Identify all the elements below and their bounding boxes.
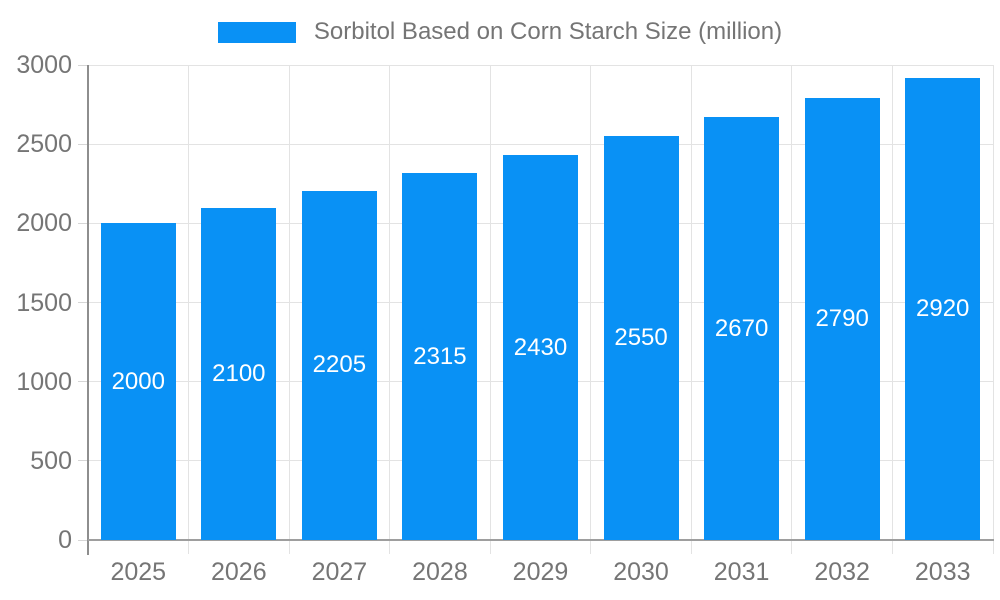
x-tick-label-2025: 2025 [110, 558, 167, 586]
chart-legend[interactable]: Sorbitol Based on Corn Starch Size (mill… [0, 18, 1000, 46]
y-tick [78, 302, 88, 303]
x-axis-line [88, 539, 994, 541]
y-tick-label: 0 [58, 526, 72, 554]
y-tick-label: 2500 [16, 130, 72, 159]
x-gridline [590, 65, 592, 554]
y-gridline [88, 143, 993, 145]
bar-2026[interactable]: 2100 [201, 207, 277, 540]
x-gridline [690, 65, 692, 554]
bar-2031[interactable]: 2670 [704, 117, 780, 540]
x-tick-label-2033: 2033 [914, 558, 971, 586]
bar-value-label: 2920 [916, 294, 970, 322]
bar-value-label: 2100 [212, 359, 266, 387]
legend-swatch [217, 21, 296, 43]
y-tick-label: 3000 [16, 51, 72, 79]
bar-value-label: 2315 [413, 342, 467, 370]
x-tick-label-2031: 2031 [713, 558, 770, 586]
y-tick [78, 381, 88, 383]
x-gridline [791, 65, 793, 554]
y-tick [78, 539, 88, 541]
bar-value-label: 2000 [111, 367, 165, 395]
bar-2028[interactable]: 2315 [402, 173, 478, 540]
x-tick-label-2028: 2028 [412, 558, 468, 586]
bar-2032[interactable]: 2790 [804, 98, 880, 540]
bar-2027[interactable]: 2205 [301, 190, 377, 540]
y-tick [78, 143, 88, 145]
x-tick-label-2030: 2030 [613, 558, 669, 586]
bar-value-label: 2550 [614, 324, 668, 352]
bar-value-label: 2790 [815, 305, 869, 333]
bar-value-label: 2670 [714, 314, 769, 342]
y-tick-label: 1500 [16, 288, 72, 317]
x-gridline [992, 65, 994, 554]
x-gridline [489, 65, 491, 554]
x-tick-label-2032: 2032 [814, 558, 870, 586]
y-tick [78, 460, 88, 462]
x-gridline [891, 65, 893, 554]
x-gridline [389, 65, 391, 554]
bar-2033[interactable]: 2920 [905, 77, 981, 540]
x-tick-label-2029: 2029 [512, 558, 569, 586]
y-tick-label: 1000 [16, 367, 72, 396]
y-gridline [88, 64, 993, 66]
y-tick-label: 2000 [16, 209, 72, 238]
bar-value-label: 2430 [513, 333, 568, 361]
x-tick-label-2027: 2027 [311, 558, 368, 586]
bar-2030[interactable]: 2550 [603, 136, 679, 540]
y-tick [78, 222, 88, 224]
y-tick-label: 500 [30, 446, 72, 475]
x-gridline [188, 65, 190, 554]
bar-value-label: 2205 [312, 351, 367, 379]
legend-label: Sorbitol Based on Corn Starch Size (mill… [313, 18, 783, 45]
x-tick-label-2026: 2026 [211, 558, 267, 586]
x-gridline [288, 65, 290, 554]
bar-2029[interactable]: 2430 [503, 155, 578, 540]
y-tick [78, 64, 88, 66]
y-axis-line [87, 65, 89, 555]
bar-2025[interactable]: 2000 [100, 223, 176, 540]
